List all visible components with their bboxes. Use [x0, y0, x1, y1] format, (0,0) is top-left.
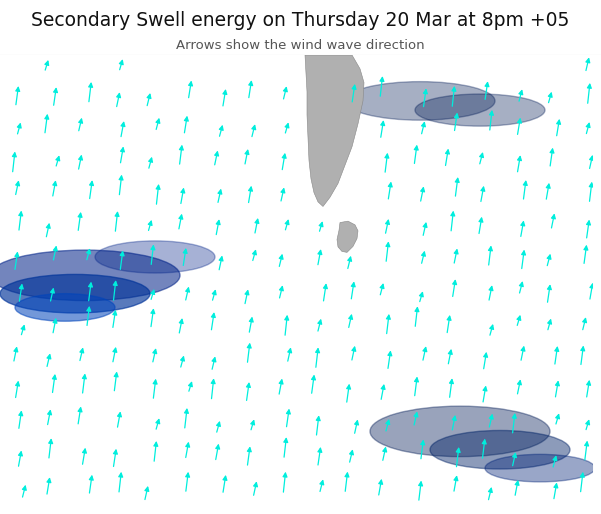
Ellipse shape	[0, 274, 150, 313]
Ellipse shape	[15, 293, 115, 321]
Polygon shape	[337, 221, 358, 252]
Ellipse shape	[345, 82, 495, 120]
Ellipse shape	[95, 241, 215, 273]
Ellipse shape	[0, 250, 180, 301]
Text: Secondary Swell energy on Thursday 20 Mar at 8pm +05: Secondary Swell energy on Thursday 20 Ma…	[31, 11, 570, 30]
Ellipse shape	[485, 454, 595, 482]
Text: Arrows show the wind wave direction: Arrows show the wind wave direction	[176, 39, 425, 51]
Ellipse shape	[415, 94, 545, 126]
Ellipse shape	[370, 406, 550, 456]
Ellipse shape	[430, 430, 570, 469]
Polygon shape	[305, 55, 364, 207]
